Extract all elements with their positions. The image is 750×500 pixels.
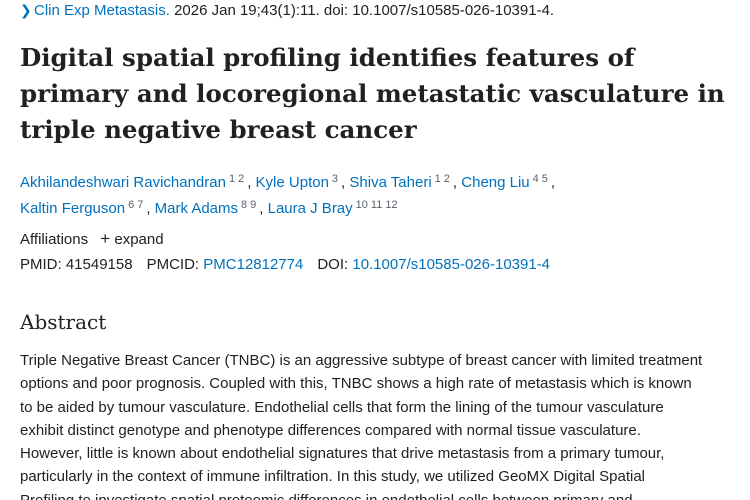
- plus-icon[interactable]: +: [100, 229, 111, 248]
- citation-details: 2026 Jan 19;43(1):11. doi: 10.1007/s1058…: [174, 2, 555, 19]
- author-link[interactable]: Cheng Liu: [461, 174, 530, 191]
- abstract-line: particularly in the context of immune in…: [20, 468, 646, 486]
- abstract-line: Profiling to investigate spatial proteom…: [20, 489, 736, 500]
- identifiers-line: PMID: 41549158 PMCID: PMC12812774 DOI: 10.…: [20, 256, 550, 273]
- affiliation-ref[interactable]: 6: [128, 199, 135, 211]
- article-title: Digital spatial profiling identifies fea…: [20, 43, 725, 144]
- abstract-line: options and poor prognosis. Coupled with…: [20, 375, 692, 393]
- affiliation-ref[interactable]: 8: [241, 199, 248, 211]
- author-affiliation-refs[interactable]: 10 11 12: [356, 199, 401, 211]
- pmid-label: PMID:: [20, 256, 62, 273]
- affiliation-ref[interactable]: 2: [238, 173, 245, 185]
- expand-label[interactable]: expand: [114, 231, 164, 248]
- author-link[interactable]: Shiva Taheri: [349, 174, 432, 191]
- doi-label: DOI:: [317, 256, 349, 273]
- abstract-line: However, little is known about endotheli…: [20, 445, 665, 463]
- abstract-heading: Abstract: [20, 310, 107, 334]
- pmcid-label: PMCID:: [146, 256, 200, 273]
- abstract-line: exhibit distinct genotype and phenotype …: [20, 421, 641, 439]
- authors-list: Akhilandeshwari Ravichandran 1 2, Kyle Upt…: [20, 173, 556, 217]
- abstract-line: to be aided by tumour vasculature. Endot…: [20, 398, 664, 416]
- abstract-text: Triple Negative Breast Cancer (TNBC) is …: [20, 349, 736, 500]
- journal-link[interactable]: Clin Exp Metastasis.: [34, 2, 170, 19]
- affiliation-ref[interactable]: 10: [355, 199, 368, 211]
- affiliations-toggle[interactable]: Affiliations + expand: [20, 229, 164, 249]
- affiliation-ref[interactable]: 3: [331, 173, 339, 185]
- affiliation-ref[interactable]: 1: [228, 173, 236, 185]
- author-link[interactable]: Akhilandeshwari Ravichandran: [20, 174, 226, 191]
- affiliation-ref[interactable]: 5: [541, 173, 548, 185]
- author-link[interactable]: Kaltin Ferguson: [20, 200, 126, 217]
- pmid-value: 41549158: [65, 256, 133, 273]
- author-link[interactable]: Kyle Upton: [255, 174, 329, 191]
- affiliations-label: Affiliations: [20, 231, 89, 248]
- citation-line: ❯ Clin Exp Metastasis. 2026 Jan 19;43(1):…: [20, 2, 554, 19]
- author-link[interactable]: Laura J Bray: [267, 200, 353, 217]
- abstract-line: Triple Negative Breast Cancer (TNBC) is …: [20, 352, 703, 369]
- author-link[interactable]: Mark Adams: [154, 200, 239, 217]
- chevron-right-icon[interactable]: ❯: [20, 2, 32, 18]
- affiliation-ref[interactable]: 4: [532, 173, 539, 185]
- pmcid-link[interactable]: PMC12812774: [203, 256, 304, 273]
- affiliation-ref[interactable]: 2: [443, 173, 450, 185]
- affiliation-ref[interactable]: 11: [370, 199, 383, 211]
- affiliation-ref[interactable]: 12: [385, 199, 398, 211]
- doi-link[interactable]: 10.1007/s10585-026-10391-4: [352, 256, 551, 273]
- affiliation-ref[interactable]: 9: [250, 199, 257, 211]
- affiliation-ref[interactable]: 1: [434, 173, 441, 185]
- author-affiliation-refs[interactable]: 3: [332, 173, 341, 185]
- affiliation-ref[interactable]: 7: [137, 199, 144, 211]
